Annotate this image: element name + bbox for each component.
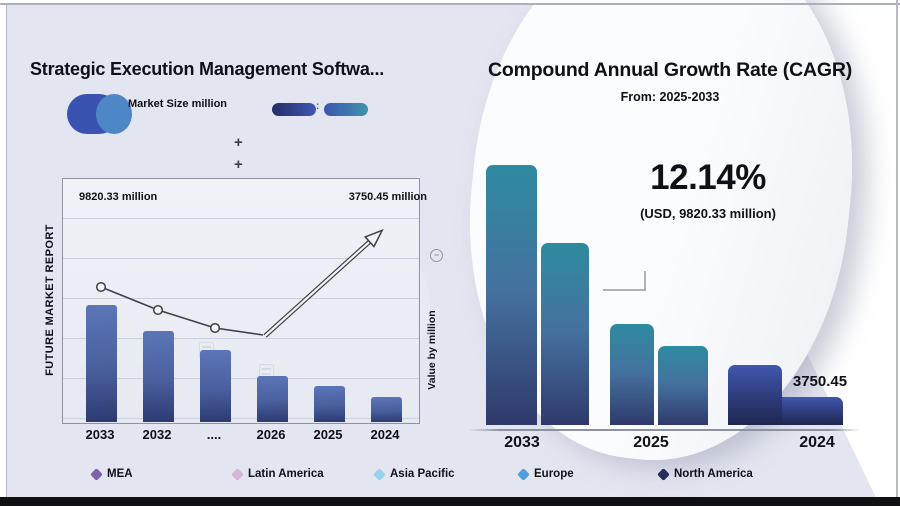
cagr-bar-2024 (782, 397, 843, 425)
legend-label: MEA (107, 468, 133, 480)
legend-label: North America (674, 468, 753, 480)
start-value-label: 9820.33 million (79, 191, 158, 203)
ratio-separator: : (316, 101, 320, 112)
bar-.... (199, 350, 231, 422)
legend-item-europe: Europe (517, 466, 574, 482)
bar-value-label: 3750.45 (792, 373, 848, 390)
step-decoration (603, 289, 645, 291)
cagr-x-tick-2033: 2033 (504, 434, 540, 451)
legend-diamond-icon (657, 467, 670, 481)
cagr-x-tick-2025: 2025 (633, 434, 669, 451)
cagr-bar-2025 (610, 324, 654, 425)
cagr-bar-2033 (541, 243, 589, 425)
x-tick-2033: 2033 (85, 427, 115, 442)
ratio-pill-right (324, 103, 368, 116)
legend-diamond-icon (373, 467, 386, 481)
cagr-subtitle: From: 2025-2033 (620, 90, 720, 104)
bar-2026 (256, 376, 288, 422)
cagr-detail: (USD, 9820.33 million) (640, 206, 776, 221)
market-size-label: Market Size million (128, 98, 228, 110)
circle-minus-icon: − (430, 249, 443, 262)
right-border (896, 0, 898, 497)
left-chart-bars (63, 179, 419, 423)
market-size-chart: 9820.33 million 3750.45 million (62, 178, 427, 424)
cagr-bar-2024 (728, 365, 782, 425)
legend-diamond-icon (517, 467, 530, 481)
bar-2024 (370, 397, 402, 422)
future-market-report-label: FUTURE MARKET REPORT (44, 224, 56, 376)
top-border (0, 3, 900, 5)
legend-item-mea: MEA (90, 466, 133, 482)
end-value-label: 3750.45 million (348, 191, 427, 203)
cagr-chart-baseline (468, 429, 860, 431)
legend-item-asia-pacific: Asia Pacific (373, 466, 455, 482)
x-tick-....: .... (206, 427, 222, 442)
cagr-value: 12.14% (650, 158, 766, 197)
legend-label: Asia Pacific (390, 468, 455, 480)
bar-2033 (85, 305, 117, 422)
ratio-pill-left (272, 103, 316, 116)
x-tick-2024: 2024 (370, 427, 400, 442)
x-tick-2025: 2025 (313, 427, 343, 442)
legend-label: Europe (534, 468, 574, 480)
bar-2032 (142, 331, 174, 422)
trend-line-arrow (95, 228, 384, 338)
cagr-title: Compound Annual Growth Rate (CAGR) (487, 59, 853, 81)
cagr-bar-2033 (486, 165, 537, 425)
plus-icon: + (234, 134, 243, 151)
x-tick-2032: 2032 (142, 427, 172, 442)
plus-icon: + (234, 156, 243, 173)
legend-diamond-icon (231, 467, 244, 481)
legend-item-latin-america: Latin America (231, 466, 324, 482)
cagr-x-tick-2024: 2024 (799, 434, 835, 451)
step-decoration (644, 271, 646, 291)
legend-label: Latin America (248, 468, 324, 480)
bar-2025 (313, 386, 345, 422)
cagr-bar-2025 (658, 346, 708, 425)
page-title: Strategic Execution Management Softwa... (30, 59, 385, 79)
y-axis-label: Value by million (426, 310, 438, 390)
x-tick-2026: 2026 (256, 427, 286, 442)
bottom-black-bar (0, 497, 900, 506)
cylinder-cap-icon (96, 94, 132, 134)
legend-diamond-icon (90, 467, 103, 481)
legend-item-north-america: North America (657, 466, 753, 482)
